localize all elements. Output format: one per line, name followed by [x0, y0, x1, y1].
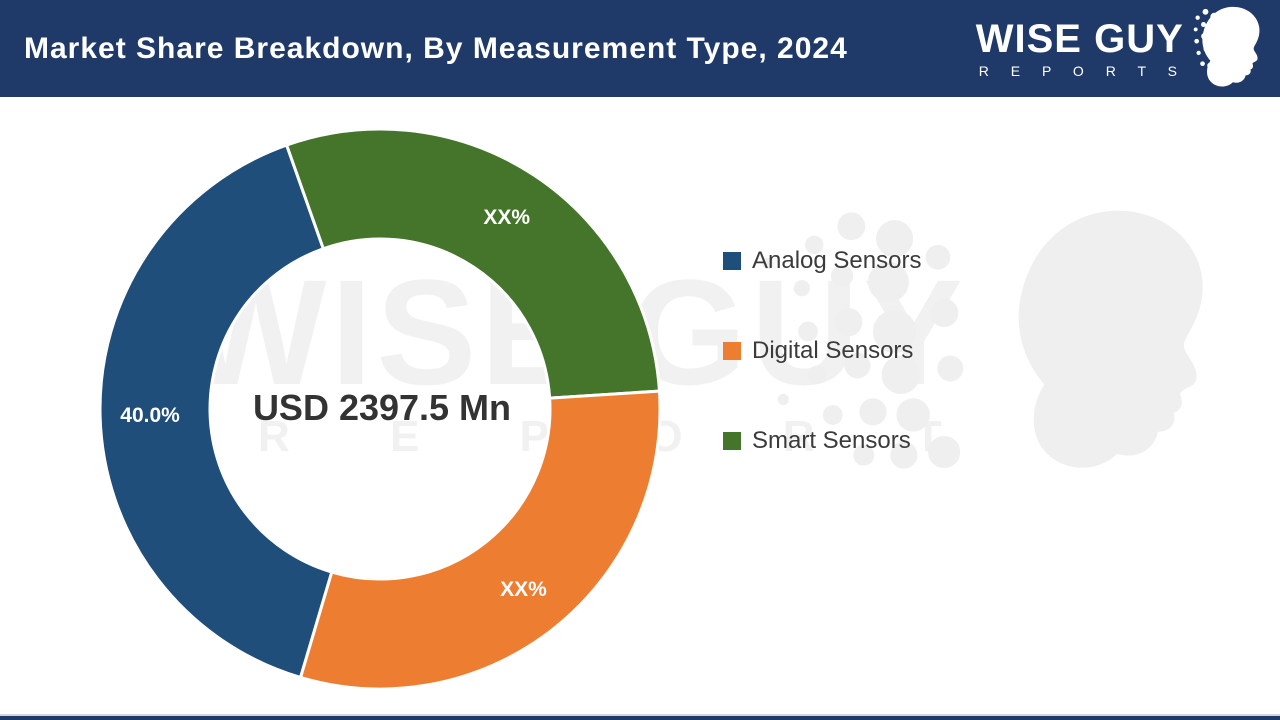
donut-slice-smart-sensors: [284, 127, 662, 400]
donut-slice-digital-sensors: [298, 389, 662, 691]
legend-item-smart-sensors: Smart Sensors: [723, 427, 921, 454]
slice-percentage-label: XX%: [500, 578, 547, 601]
logo-wordmark: WISE GUY: [975, 17, 1184, 61]
slice-percentage-label: XX%: [483, 206, 530, 229]
legend-item-digital-sensors: Digital Sensors: [723, 337, 921, 364]
chart-center-value: USD 2397.5 Mn: [253, 387, 511, 428]
logo-face-icon: [1193, 6, 1260, 87]
legend-swatch: [723, 432, 741, 450]
header-bar: Market Share Breakdown, By Measurement T…: [0, 0, 1280, 97]
slice-percentage-label: 40.0%: [120, 404, 180, 427]
wise-guy-reports-logo: WISE GUY R E P O R T S: [976, 4, 1266, 94]
footer-hairline: [0, 714, 1280, 716]
page-title: Market Share Breakdown, By Measurement T…: [24, 31, 848, 65]
legend-swatch: [723, 342, 741, 360]
footer-bar: [0, 716, 1280, 720]
donut-slice-analog-sensors: [98, 143, 334, 680]
logo-subtitle: R E P O R T S: [978, 63, 1186, 79]
legend-item-analog-sensors: Analog Sensors: [723, 247, 922, 274]
legend-swatch: [723, 252, 741, 270]
legend-label: Smart Sensors: [752, 427, 911, 454]
legend-label: Digital Sensors: [752, 337, 914, 364]
logo-text: WISE GUY R E P O R T S: [976, 19, 1186, 78]
chart-legend: Analog Sensors Digital Sensors Smart Senso…: [723, 247, 922, 454]
legend-label: Analog Sensors: [752, 247, 922, 274]
